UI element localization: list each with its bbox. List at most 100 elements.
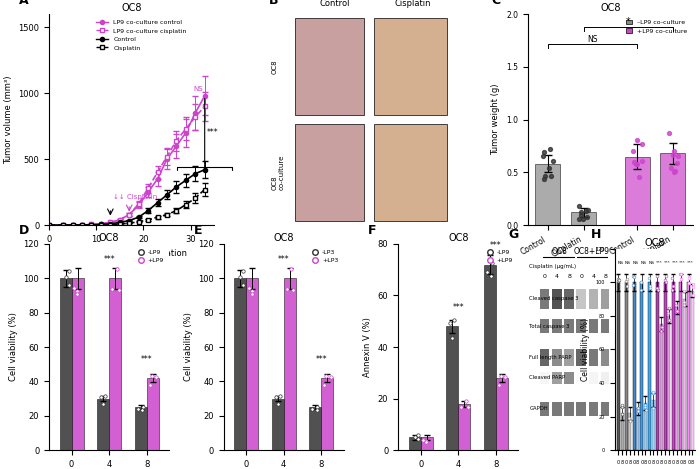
Point bbox=[655, 324, 666, 331]
Point bbox=[137, 403, 148, 411]
Point bbox=[673, 152, 684, 159]
FancyBboxPatch shape bbox=[577, 371, 586, 384]
Point bbox=[683, 273, 694, 280]
Bar bbox=[446, 326, 459, 450]
Point bbox=[634, 173, 645, 180]
Point bbox=[632, 406, 643, 413]
Point bbox=[624, 415, 635, 422]
Point bbox=[617, 403, 628, 410]
Legend: LP9 co-culture control, LP9 co-culture cisplatin, Control, Cisplatin: LP9 co-culture control, LP9 co-culture c… bbox=[93, 17, 189, 53]
Point bbox=[421, 438, 432, 445]
Point bbox=[679, 298, 690, 306]
X-axis label: Days after cell inoculation: Days after cell inoculation bbox=[76, 250, 187, 258]
Bar bbox=[147, 378, 159, 450]
Point bbox=[636, 158, 648, 165]
Bar bbox=[421, 437, 433, 450]
Point bbox=[668, 169, 680, 176]
Bar bbox=[458, 404, 470, 450]
Bar bbox=[617, 282, 620, 450]
Bar bbox=[71, 278, 83, 450]
Text: NS: NS bbox=[587, 35, 598, 44]
Bar bbox=[661, 153, 685, 225]
FancyBboxPatch shape bbox=[589, 371, 598, 384]
Text: GAPDH: GAPDH bbox=[529, 407, 548, 411]
Point bbox=[632, 404, 643, 411]
Text: NS: NS bbox=[640, 261, 647, 265]
Legend: -LP9, +LP9: -LP9, +LP9 bbox=[136, 247, 166, 266]
Text: 4: 4 bbox=[555, 274, 559, 279]
Text: NS: NS bbox=[617, 261, 623, 265]
Point bbox=[671, 301, 682, 309]
Point bbox=[243, 285, 254, 292]
Bar bbox=[571, 212, 596, 225]
FancyBboxPatch shape bbox=[540, 371, 550, 384]
Point bbox=[631, 136, 643, 144]
Point bbox=[645, 282, 656, 290]
Text: OC8+LP9: OC8+LP9 bbox=[573, 247, 609, 256]
Point bbox=[659, 276, 671, 283]
Point bbox=[444, 319, 456, 327]
Bar bbox=[671, 282, 675, 450]
Bar bbox=[636, 408, 639, 450]
Point bbox=[582, 206, 593, 213]
Bar bbox=[687, 282, 690, 450]
Text: 0: 0 bbox=[580, 274, 583, 279]
Point bbox=[246, 287, 258, 295]
Bar bbox=[691, 291, 694, 450]
FancyBboxPatch shape bbox=[577, 319, 586, 333]
FancyBboxPatch shape bbox=[577, 349, 586, 365]
Point bbox=[274, 392, 285, 400]
Point bbox=[672, 307, 683, 314]
Point bbox=[648, 388, 659, 396]
Point bbox=[632, 407, 643, 415]
Point bbox=[99, 392, 111, 400]
Point bbox=[639, 404, 650, 411]
Point bbox=[621, 282, 632, 289]
Text: OC8: OC8 bbox=[551, 247, 567, 256]
Point bbox=[447, 334, 458, 342]
FancyBboxPatch shape bbox=[552, 319, 561, 333]
Point bbox=[539, 148, 550, 155]
Point bbox=[537, 152, 548, 160]
Point bbox=[636, 279, 647, 286]
Text: 4: 4 bbox=[592, 274, 596, 279]
FancyBboxPatch shape bbox=[374, 124, 447, 221]
Point bbox=[325, 373, 336, 381]
Point bbox=[636, 140, 648, 148]
Bar bbox=[667, 316, 671, 450]
Point bbox=[543, 165, 554, 172]
Point bbox=[106, 285, 118, 292]
Point bbox=[687, 292, 699, 299]
Bar bbox=[624, 282, 628, 450]
Point bbox=[612, 275, 624, 282]
Point bbox=[409, 433, 420, 440]
Text: ***: *** bbox=[452, 303, 464, 312]
Point bbox=[627, 147, 638, 155]
Point bbox=[69, 285, 80, 292]
Point bbox=[312, 403, 323, 411]
Point bbox=[281, 285, 293, 292]
Point bbox=[640, 401, 651, 408]
Text: Control: Control bbox=[319, 0, 350, 8]
FancyBboxPatch shape bbox=[564, 289, 574, 309]
Point bbox=[648, 404, 659, 411]
FancyBboxPatch shape bbox=[601, 371, 610, 384]
FancyBboxPatch shape bbox=[552, 289, 561, 309]
Point bbox=[676, 270, 687, 278]
Point bbox=[675, 275, 686, 283]
Point bbox=[288, 286, 299, 294]
Bar bbox=[633, 282, 636, 450]
Point bbox=[412, 436, 423, 443]
Text: ↓↓ Cisplatin: ↓↓ Cisplatin bbox=[113, 194, 157, 200]
Point bbox=[573, 203, 584, 210]
Bar bbox=[624, 157, 650, 225]
Point bbox=[95, 393, 106, 401]
Text: OC8: OC8 bbox=[272, 60, 278, 74]
Point bbox=[111, 265, 122, 273]
FancyBboxPatch shape bbox=[295, 124, 365, 221]
Point bbox=[237, 267, 248, 275]
FancyBboxPatch shape bbox=[601, 289, 610, 309]
Point bbox=[664, 304, 675, 311]
Point bbox=[652, 286, 663, 294]
Point bbox=[656, 324, 667, 331]
